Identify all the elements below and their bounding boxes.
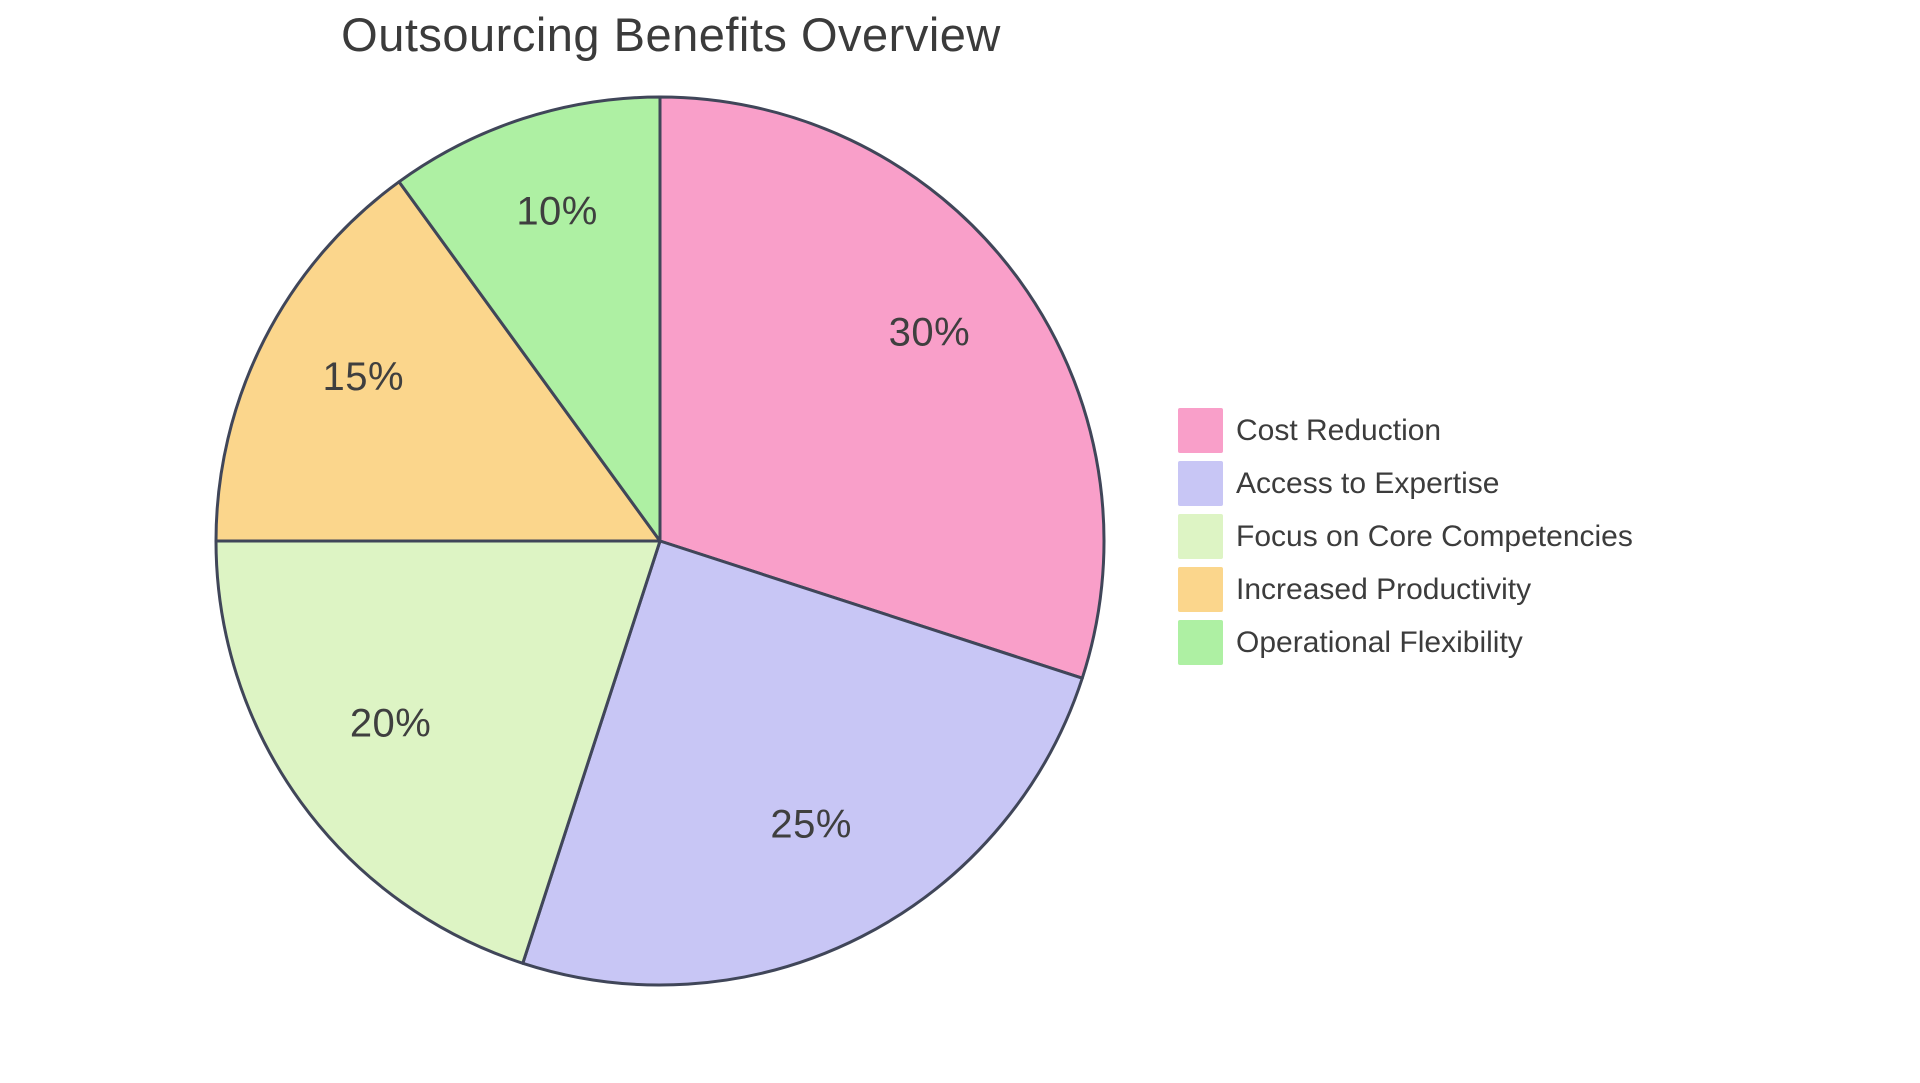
pie-slice[interactable] (214, 180, 662, 543)
legend-swatch (1178, 514, 1223, 559)
legend-item[interactable]: Access to Expertise (1178, 461, 1633, 506)
pie-slice-percent-label: 15% (323, 355, 405, 399)
legend-swatch (1178, 461, 1223, 506)
legend-item[interactable]: Focus on Core Competencies (1178, 514, 1633, 559)
pie-slice[interactable] (397, 95, 662, 543)
pie-slice-percent-label: 30% (889, 310, 971, 354)
pie-slice[interactable] (658, 95, 1106, 680)
legend-swatch (1178, 408, 1223, 453)
legend-item[interactable]: Cost Reduction (1178, 408, 1633, 453)
chart-legend: Cost Reduction Access to Expertise Focus o… (1178, 408, 1633, 665)
legend-item[interactable]: Operational Flexibility (1178, 620, 1633, 665)
legend-label: Operational Flexibility (1236, 625, 1523, 659)
legend-label: Focus on Core Competencies (1236, 519, 1633, 553)
pie-slice[interactable] (214, 539, 662, 965)
pie-slice-percent-label: 20% (350, 702, 432, 746)
pie-slice-percent-label: 10% (516, 189, 598, 233)
legend-swatch (1178, 620, 1223, 665)
legend-label: Access to Expertise (1236, 466, 1500, 500)
chart-title: Outsourcing Benefits Overview (341, 8, 1001, 61)
legend-item[interactable]: Increased Productivity (1178, 567, 1633, 612)
pie-slice-percent-label: 25% (770, 803, 852, 847)
pie-slice[interactable] (521, 539, 1084, 987)
legend-label: Cost Reduction (1236, 413, 1442, 447)
legend-swatch (1178, 567, 1223, 612)
legend-label: Increased Productivity (1236, 572, 1532, 606)
